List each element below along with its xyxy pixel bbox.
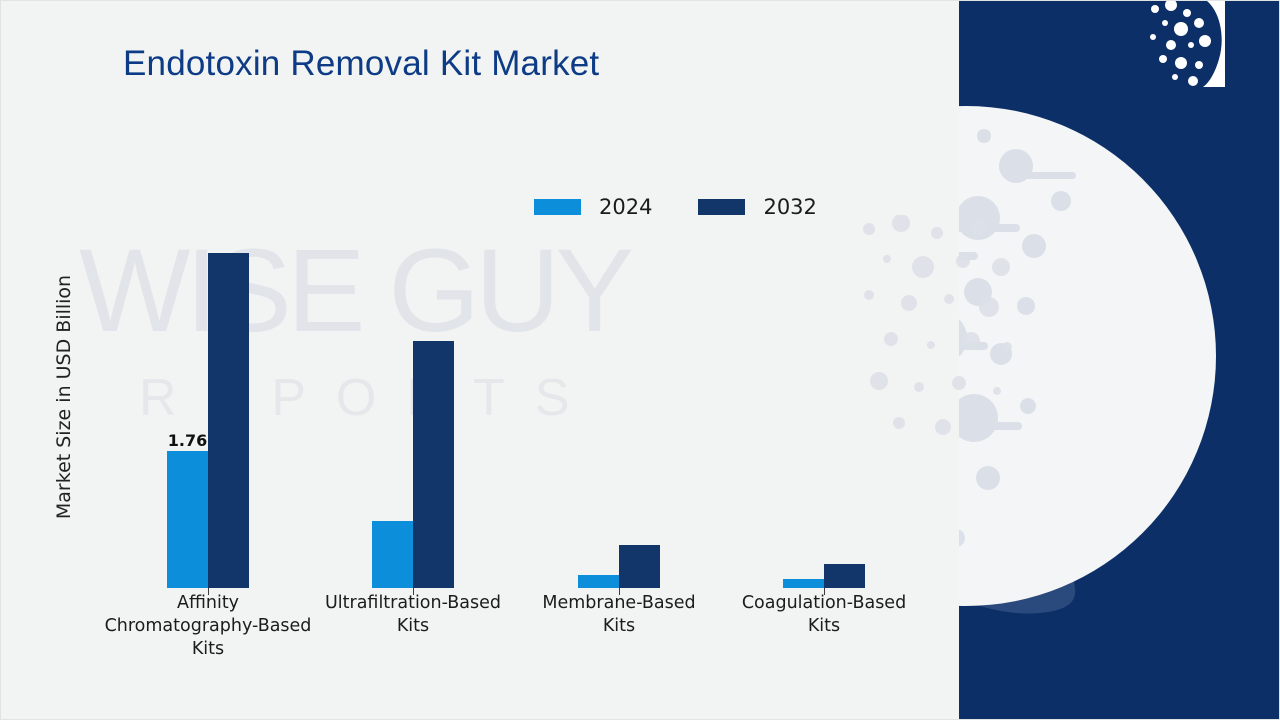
bar-2024-2[interactable] (578, 574, 619, 588)
legend-item-2032[interactable]: 2032 (698, 195, 817, 219)
bar-2032-3[interactable] (824, 563, 865, 588)
bar-2032-0[interactable] (208, 252, 249, 588)
legend-label: 2024 (599, 195, 653, 219)
bar-value-label: 1.76 (167, 431, 208, 451)
plot-area: Affinity Chromatography-Based Kits Ultrafil… (1, 1, 961, 719)
page-title: Endotoxin Removal Kit Market (123, 44, 600, 83)
x-tick-2 (619, 588, 620, 595)
bar-2024-3[interactable] (783, 578, 824, 588)
x-axis-label-3: Coagulation-Based Kits (741, 593, 907, 636)
x-axis-label-2: Membrane-Based Kits (542, 593, 696, 636)
chart-legend: 2024 2032 (534, 195, 817, 219)
x-tick-0 (208, 588, 209, 595)
bar-2024-1[interactable] (372, 521, 413, 588)
x-axis-label-0: Affinity Chromatography-Based Kits (104, 593, 312, 659)
legend-swatch-2024 (534, 199, 581, 215)
x-tick-1 (413, 588, 414, 595)
logo-dots-icon (1150, 1, 1225, 87)
bar-2032-2[interactable] (619, 545, 660, 588)
bar-2032-1[interactable] (413, 340, 454, 588)
bar-2024-0[interactable] (167, 451, 208, 588)
legend-item-2024[interactable]: 2024 (534, 195, 652, 219)
bar-chart: Market Size in USD Billion 2024 2032 Affi… (1, 1, 961, 719)
x-axis-label-1: Ultrafiltration-Based Kits (324, 593, 502, 636)
legend-label: 2032 (763, 195, 817, 219)
legend-swatch-2032 (698, 199, 746, 215)
molecule-pattern-icon (959, 129, 1076, 547)
x-tick-3 (824, 588, 825, 595)
